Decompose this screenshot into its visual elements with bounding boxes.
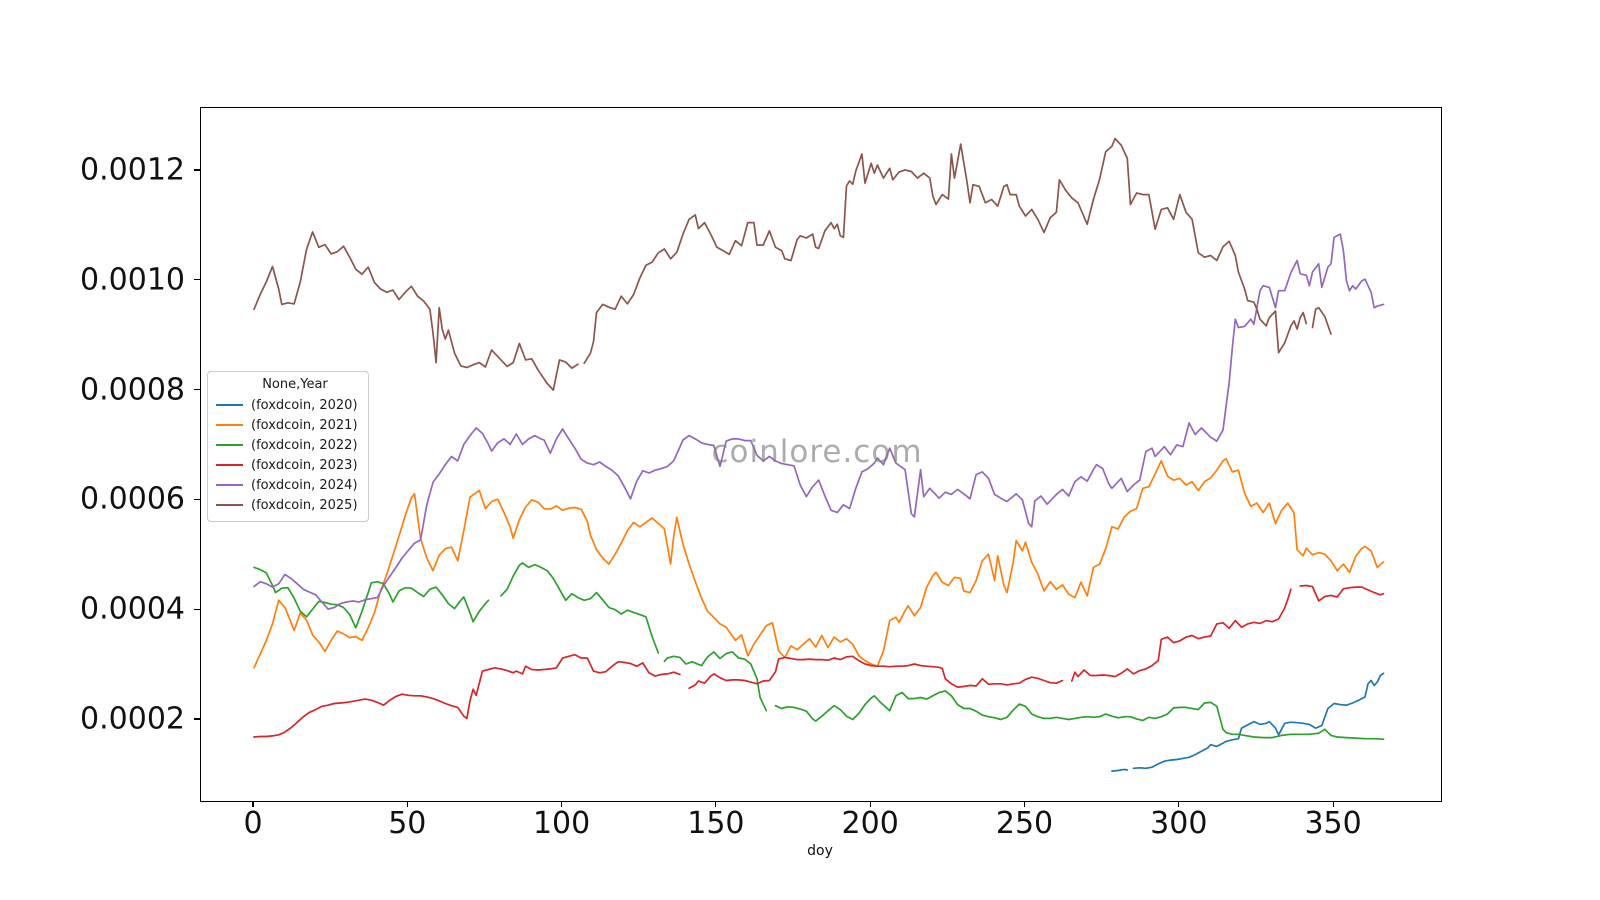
- series-line (foxdcoin, 2022): [774, 690, 1385, 741]
- legend-line-swatch: [216, 504, 243, 506]
- legend-line-swatch: [216, 424, 243, 426]
- watermark-text: coinlore.com: [711, 434, 923, 470]
- y-tick-label: 0.0006: [80, 481, 185, 517]
- series-line (foxdcoin, 2021): [253, 457, 1385, 669]
- x-tick-mark: [406, 801, 408, 807]
- series-line (foxdcoin, 2025): [583, 137, 1308, 365]
- series-line (foxdcoin, 2024): [253, 233, 1385, 610]
- series-line (foxdcoin, 2020): [1111, 768, 1129, 772]
- y-tick-mark: [194, 718, 200, 720]
- y-tick-mark: [194, 169, 200, 171]
- series-line (foxdcoin, 2022): [253, 566, 490, 629]
- x-tick-label: 300: [1150, 806, 1208, 841]
- plot-area: [200, 107, 1442, 802]
- legend-entry-label: (foxdcoin, 2025): [251, 497, 358, 513]
- legend-title: None,Year: [262, 377, 328, 392]
- y-tick-mark: [194, 608, 200, 610]
- x-tick-mark: [252, 801, 254, 807]
- series-line (foxdcoin, 2023): [253, 653, 681, 738]
- series-line (foxdcoin, 2025): [253, 231, 579, 391]
- x-tick-label: 150: [687, 806, 745, 841]
- legend-line-swatch: [216, 464, 243, 466]
- x-tick-mark: [869, 801, 871, 807]
- legend-entry: (foxdcoin, 2023): [216, 455, 360, 475]
- y-tick-mark: [194, 389, 200, 391]
- x-axis-title: doy: [807, 843, 833, 859]
- legend-box: None,Year (foxdcoin, 2020) (foxdcoin, 202…: [207, 371, 369, 522]
- legend-entry: (foxdcoin, 2025): [216, 495, 360, 515]
- y-tick-label: 0.0010: [80, 262, 185, 298]
- legend-line-swatch: [216, 484, 243, 486]
- series-line (foxdcoin, 2023): [1070, 588, 1292, 682]
- series-line (foxdcoin, 2022): [500, 562, 660, 654]
- x-tick-label: 350: [1304, 806, 1362, 841]
- x-tick-label: 0: [243, 806, 263, 841]
- series-line (foxdcoin, 2023): [688, 655, 1064, 690]
- x-tick-mark: [561, 801, 563, 807]
- x-tick-label: 200: [841, 806, 899, 841]
- legend-entry: (foxdcoin, 2022): [216, 435, 360, 455]
- legend-entry-label: (foxdcoin, 2024): [251, 477, 358, 493]
- y-tick-label: 0.0004: [80, 591, 185, 627]
- y-tick-label: 0.0002: [80, 701, 185, 737]
- series-line (foxdcoin, 2025): [1311, 306, 1332, 335]
- y-tick-mark: [194, 498, 200, 500]
- legend-entry: (foxdcoin, 2020): [216, 395, 360, 415]
- y-tick-label: 0.0012: [80, 152, 185, 188]
- x-tick-mark: [715, 801, 717, 807]
- line-chart-canvas: [253, 137, 1385, 772]
- legend-entries: (foxdcoin, 2020) (foxdcoin, 2021) (foxdcoi…: [216, 395, 360, 515]
- y-tick-label: 0.0008: [80, 372, 185, 408]
- series-line (foxdcoin, 2022): [663, 651, 768, 712]
- legend-entry: (foxdcoin, 2021): [216, 415, 360, 435]
- x-tick-mark: [1178, 801, 1180, 807]
- legend-entry-label: (foxdcoin, 2023): [251, 457, 358, 473]
- y-tick-mark: [194, 279, 200, 281]
- legend-line-swatch: [216, 404, 243, 406]
- x-tick-mark: [1023, 801, 1026, 807]
- legend-entry: (foxdcoin, 2024): [216, 475, 360, 495]
- legend-entry-label: (foxdcoin, 2020): [251, 397, 358, 413]
- legend-entry-label: (foxdcoin, 2022): [251, 437, 358, 453]
- legend-line-swatch: [216, 444, 243, 446]
- legend-entry-label: (foxdcoin, 2021): [251, 417, 358, 433]
- series-line (foxdcoin, 2020): [1132, 672, 1385, 770]
- x-tick-label: 50: [388, 806, 427, 841]
- series-line (foxdcoin, 2023): [1299, 584, 1385, 602]
- x-tick-label: 100: [532, 806, 591, 841]
- x-tick-label: 250: [995, 806, 1054, 841]
- x-tick-mark: [1332, 801, 1334, 807]
